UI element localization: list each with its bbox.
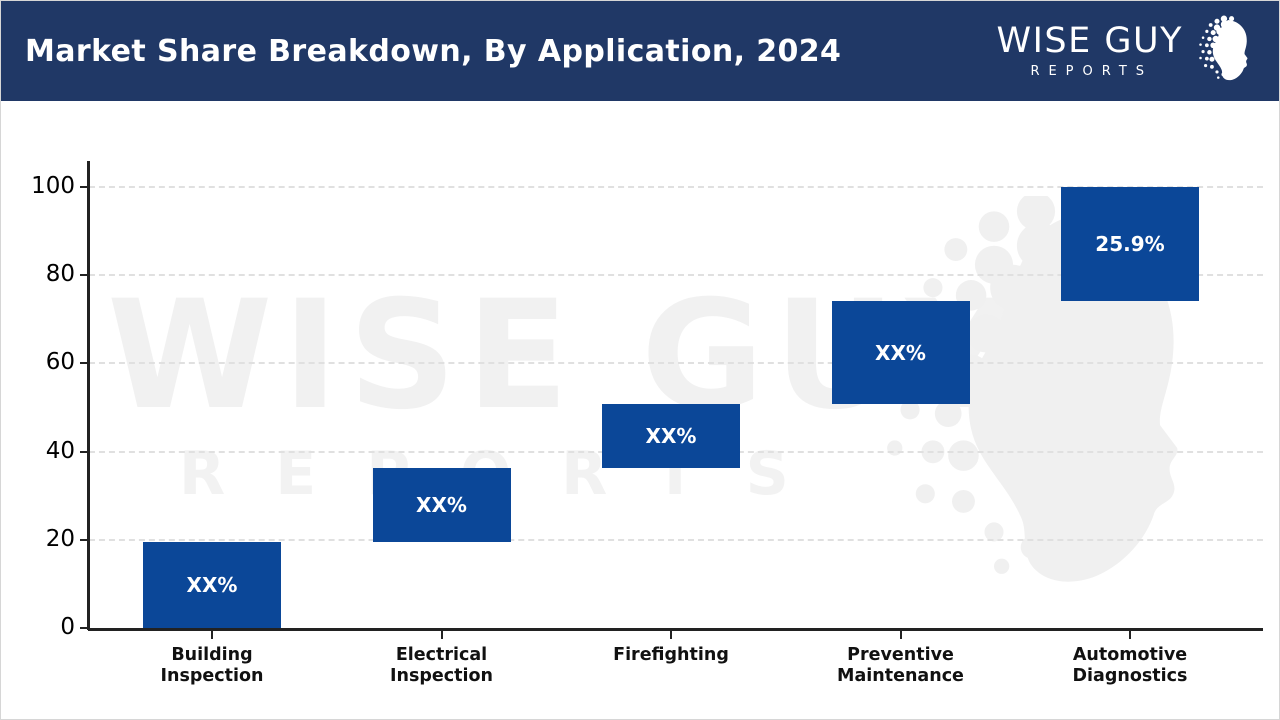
bar-value-label: 25.9% bbox=[1095, 232, 1165, 257]
grid-line bbox=[89, 274, 1263, 277]
x-axis-tick bbox=[670, 631, 672, 639]
grid-line bbox=[89, 538, 1263, 541]
logo-wordmark: WISE GUY bbox=[996, 21, 1183, 61]
bar-value-label: XX% bbox=[645, 424, 697, 449]
y-axis-tick-label: 80 bbox=[45, 261, 75, 288]
bar-firefighting: XX% bbox=[602, 403, 740, 469]
x-axis-category-label: Electrical Inspection bbox=[389, 645, 493, 686]
y-axis-tick bbox=[80, 627, 89, 629]
x-axis-tick bbox=[899, 631, 902, 639]
y-axis-tick bbox=[80, 362, 89, 365]
y-axis-tick bbox=[80, 450, 89, 453]
bar-value-label: XX% bbox=[875, 340, 926, 365]
logo-subtitle: REPORTS bbox=[1030, 64, 1154, 79]
bar-automotive-diagnostics: 25.9% bbox=[1061, 187, 1199, 302]
x-axis-category-label: Building Inspection bbox=[160, 645, 264, 686]
x-axis-category-label: Firefighting bbox=[613, 645, 729, 665]
bar-value-label: XX% bbox=[186, 572, 238, 597]
x-axis-line bbox=[88, 628, 1263, 631]
x-axis-category-label: Automotive Diagnostics bbox=[1072, 645, 1188, 686]
bar-value-label: XX% bbox=[416, 493, 467, 518]
wiseguy-logo: WISE GUY REPORTS bbox=[996, 9, 1255, 93]
y-axis-tick-label: 60 bbox=[45, 349, 75, 376]
bar-electrical-inspection: XX% bbox=[372, 468, 511, 542]
y-axis-tick bbox=[80, 274, 89, 277]
y-axis-tick-label: 0 bbox=[60, 614, 75, 640]
bar-preventive-maintenance: XX% bbox=[831, 301, 970, 404]
y-axis-tick-label: 40 bbox=[45, 437, 75, 464]
grid-line bbox=[89, 186, 1263, 188]
y-axis-tick bbox=[80, 538, 89, 541]
chart-area: WISE GUY REPORTS 020406080100XX%Building… bbox=[1, 101, 1279, 719]
y-axis-tick-label: 100 bbox=[31, 173, 75, 199]
wiseguy-face-icon bbox=[1199, 15, 1248, 81]
x-axis-category-label: Preventive Maintenance bbox=[837, 645, 964, 686]
grid-line bbox=[89, 362, 1263, 365]
y-axis-tick bbox=[80, 186, 89, 188]
chart-title: Market Share Breakdown, By Application, … bbox=[25, 33, 842, 69]
wiseguy-logo-text: WISE GUY REPORTS bbox=[996, 21, 1183, 79]
x-axis-tick bbox=[211, 631, 213, 639]
bar-building-inspection: XX% bbox=[143, 542, 281, 628]
x-axis-tick bbox=[1129, 631, 1131, 639]
y-axis-line bbox=[87, 161, 90, 630]
y-axis-tick-label: 20 bbox=[45, 525, 75, 552]
header-bar: Market Share Breakdown, By Application, … bbox=[1, 1, 1279, 101]
x-axis-tick bbox=[440, 631, 443, 639]
